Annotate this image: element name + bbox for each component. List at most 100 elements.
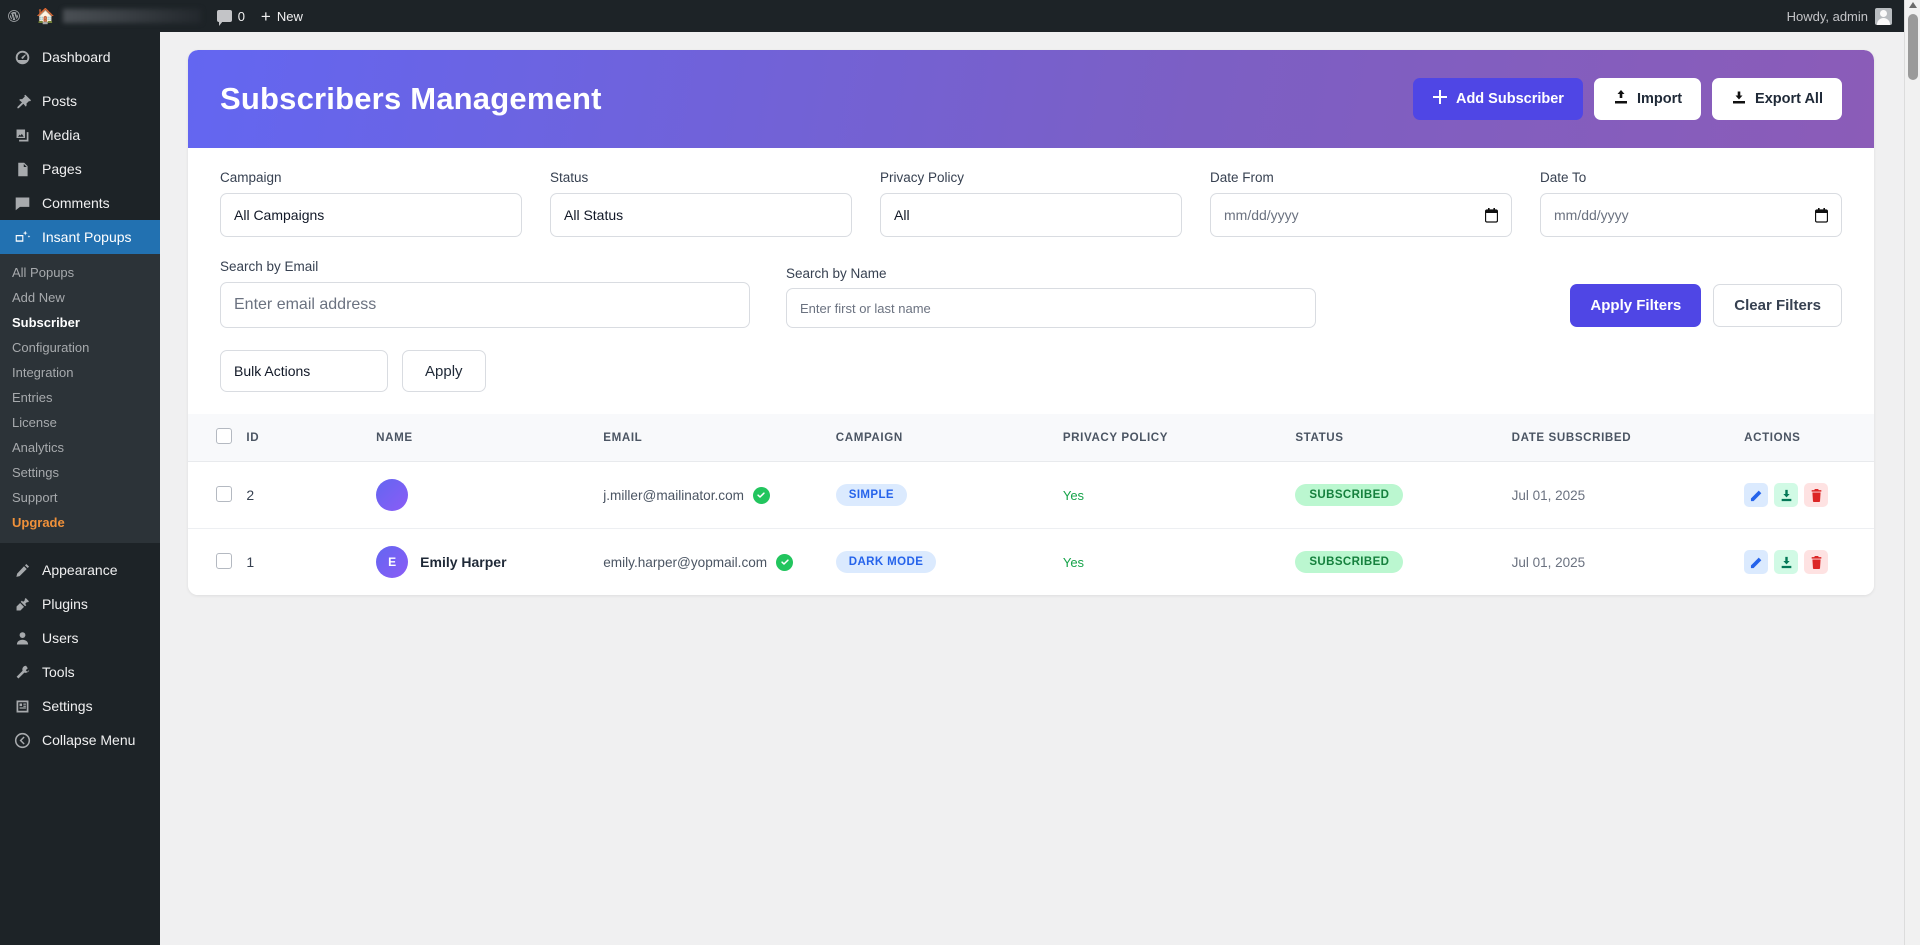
sidebar-subitem-support[interactable]: Support	[12, 490, 58, 505]
sidebar-item-posts[interactable]: Posts	[0, 84, 160, 118]
status-select[interactable]: All Status	[550, 193, 852, 237]
sidebar-item-dashboard[interactable]: Dashboard	[0, 40, 160, 74]
date-from-input[interactable]: mm/dd/yyyy	[1210, 193, 1512, 237]
cell-date-subscribed: Jul 01, 2025	[1511, 461, 1745, 529]
email-text: emily.harper@yopmail.com	[603, 554, 768, 570]
bulk-apply-button[interactable]: Apply	[402, 350, 486, 392]
select-all-checkbox[interactable]	[216, 428, 232, 444]
sidebar-subitem-license[interactable]: License	[12, 415, 57, 430]
verified-check-icon	[752, 486, 770, 504]
date-to-input[interactable]: mm/dd/yyyy	[1540, 193, 1842, 237]
filter-date-to: Date To mm/dd/yyyy	[1540, 170, 1842, 237]
sidebar-subitem-subscriber[interactable]: Subscriber	[12, 315, 80, 330]
home-icon: 🏠	[36, 7, 55, 25]
popup-icon	[12, 229, 32, 246]
pages-icon	[12, 161, 32, 178]
search-name-input[interactable]: Enter first or last name	[786, 288, 1316, 328]
sidebar-subitem-all-popups[interactable]: All Popups	[12, 265, 75, 280]
sidebar-subitem-entries[interactable]: Entries	[12, 390, 53, 405]
sidebar-item-tools[interactable]: Tools	[0, 655, 160, 689]
avatar	[376, 479, 409, 511]
cell-date-subscribed: Jul 01, 2025	[1512, 529, 1745, 596]
import-button[interactable]: Import	[1593, 78, 1702, 120]
sidebar-item-label: Appearance	[42, 562, 118, 578]
scrollbar-thumb[interactable]	[1908, 14, 1918, 80]
account-menu[interactable]: Howdy, admin	[1786, 7, 1892, 25]
download-icon	[1731, 89, 1747, 109]
main-content: Subscribers Management Add Subscriber Im…	[160, 32, 1902, 945]
scroll-up-arrow-icon[interactable]	[1909, 2, 1917, 8]
sidebar-subitem-analytics[interactable]: Analytics	[12, 440, 65, 455]
wordpress-logo-icon[interactable]	[0, 0, 28, 32]
sidebar-item-settings[interactable]: Settings	[0, 689, 160, 723]
sidebar-subitem-add-new[interactable]: Add New	[12, 290, 65, 305]
add-subscriber-label: Add Subscriber	[1455, 91, 1564, 107]
sidebar-item-label: Settings	[42, 698, 93, 714]
wp-admin-bar: 🏠 0 + New Howdy, admin	[0, 0, 1920, 32]
filter-date-from: Date From mm/dd/yyyy	[1210, 170, 1512, 237]
sidebar-subitem-settings[interactable]: Settings	[12, 465, 59, 480]
row-checkbox[interactable]	[216, 552, 232, 569]
cell-privacy-policy: Yes	[1062, 461, 1296, 529]
sidebar-item-label: Users	[42, 630, 79, 646]
media-icon	[12, 127, 32, 144]
howdy-label: Howdy, admin	[1786, 8, 1868, 24]
edit-icon[interactable]	[1744, 483, 1769, 507]
pin-icon	[12, 93, 32, 110]
subscribers-card: Subscribers Management Add Subscriber Im…	[188, 50, 1874, 595]
sidebar-item-label: Pages	[42, 161, 82, 177]
row-checkbox[interactable]	[216, 485, 232, 502]
sidebar-item-users[interactable]: Users	[0, 621, 160, 655]
sidebar-item-insant-popups[interactable]: Insant Popups	[0, 220, 160, 254]
calendar-icon[interactable]	[1814, 207, 1829, 223]
plus-icon: +	[260, 6, 271, 26]
campaign-badge: SIMPLE	[835, 484, 907, 506]
import-label: Import	[1636, 91, 1683, 107]
cell-id: 2	[246, 461, 377, 529]
subscribers-table: ID NAME EMAIL CAMPAIGN PRIVACY POLICY ST…	[188, 414, 1874, 595]
bulk-actions-select[interactable]: Bulk Actions	[220, 350, 388, 392]
apply-filters-button[interactable]: Apply Filters	[1570, 284, 1702, 327]
search-email-input[interactable]: Enter email address	[220, 282, 750, 328]
sidebar-item-media[interactable]: Media	[0, 118, 160, 152]
sidebar-item-collapse-menu[interactable]: Collapse Menu	[0, 723, 160, 757]
add-subscriber-button[interactable]: Add Subscriber	[1412, 78, 1583, 120]
sidebar-subitem-configuration[interactable]: Configuration	[12, 340, 90, 355]
privacy-policy-value: Yes	[1062, 555, 1085, 570]
sidebar-item-label: Collapse Menu	[42, 732, 136, 748]
comments-count[interactable]: 0	[209, 0, 253, 32]
gear-icon	[12, 698, 32, 715]
new-content-menu[interactable]: + New	[253, 0, 311, 32]
sidebar-item-comments[interactable]: Comments	[0, 186, 160, 220]
campaign-select[interactable]: All Campaigns	[220, 193, 522, 237]
status-badge: SUBSCRIBED	[1295, 551, 1404, 573]
campaign-badge: DARK MODE	[835, 551, 937, 573]
delete-icon[interactable]	[1804, 550, 1829, 574]
filters-panel: Campaign All Campaigns Status All Status…	[188, 148, 1874, 350]
site-name-redacted	[62, 9, 201, 23]
export-all-label: Export All	[1755, 91, 1823, 107]
site-name-menu[interactable]: 🏠	[28, 0, 209, 32]
avatar	[1875, 7, 1892, 25]
filter-campaign-label: Campaign	[220, 170, 282, 185]
clear-filters-button[interactable]: Clear Filters	[1713, 284, 1842, 327]
calendar-icon[interactable]	[1484, 207, 1499, 223]
comments-count-value: 0	[237, 8, 245, 24]
sidebar-item-plugins[interactable]: Plugins	[0, 587, 160, 621]
sidebar-subitem-integration[interactable]: Integration	[12, 365, 74, 380]
download-icon[interactable]	[1774, 483, 1799, 507]
sidebar-item-label: Posts	[42, 93, 78, 109]
sidebar-item-pages[interactable]: Pages	[0, 152, 160, 186]
sidebar-item-appearance[interactable]: Appearance	[0, 553, 160, 587]
export-all-button[interactable]: Export All	[1712, 78, 1842, 120]
delete-icon[interactable]	[1804, 483, 1829, 507]
download-icon[interactable]	[1774, 550, 1799, 574]
page-scrollbar[interactable]	[1904, 0, 1920, 945]
select-all-header	[188, 414, 247, 462]
bulk-actions-bar: Bulk Actions Apply	[188, 350, 1874, 414]
cell-campaign: SIMPLE	[835, 461, 1063, 529]
edit-icon[interactable]	[1744, 550, 1769, 574]
sidebar-subitem-upgrade[interactable]: Upgrade	[12, 515, 65, 530]
privacy-policy-select[interactable]: All	[880, 193, 1182, 237]
date-subscribed-value: Jul 01, 2025	[1511, 555, 1586, 570]
